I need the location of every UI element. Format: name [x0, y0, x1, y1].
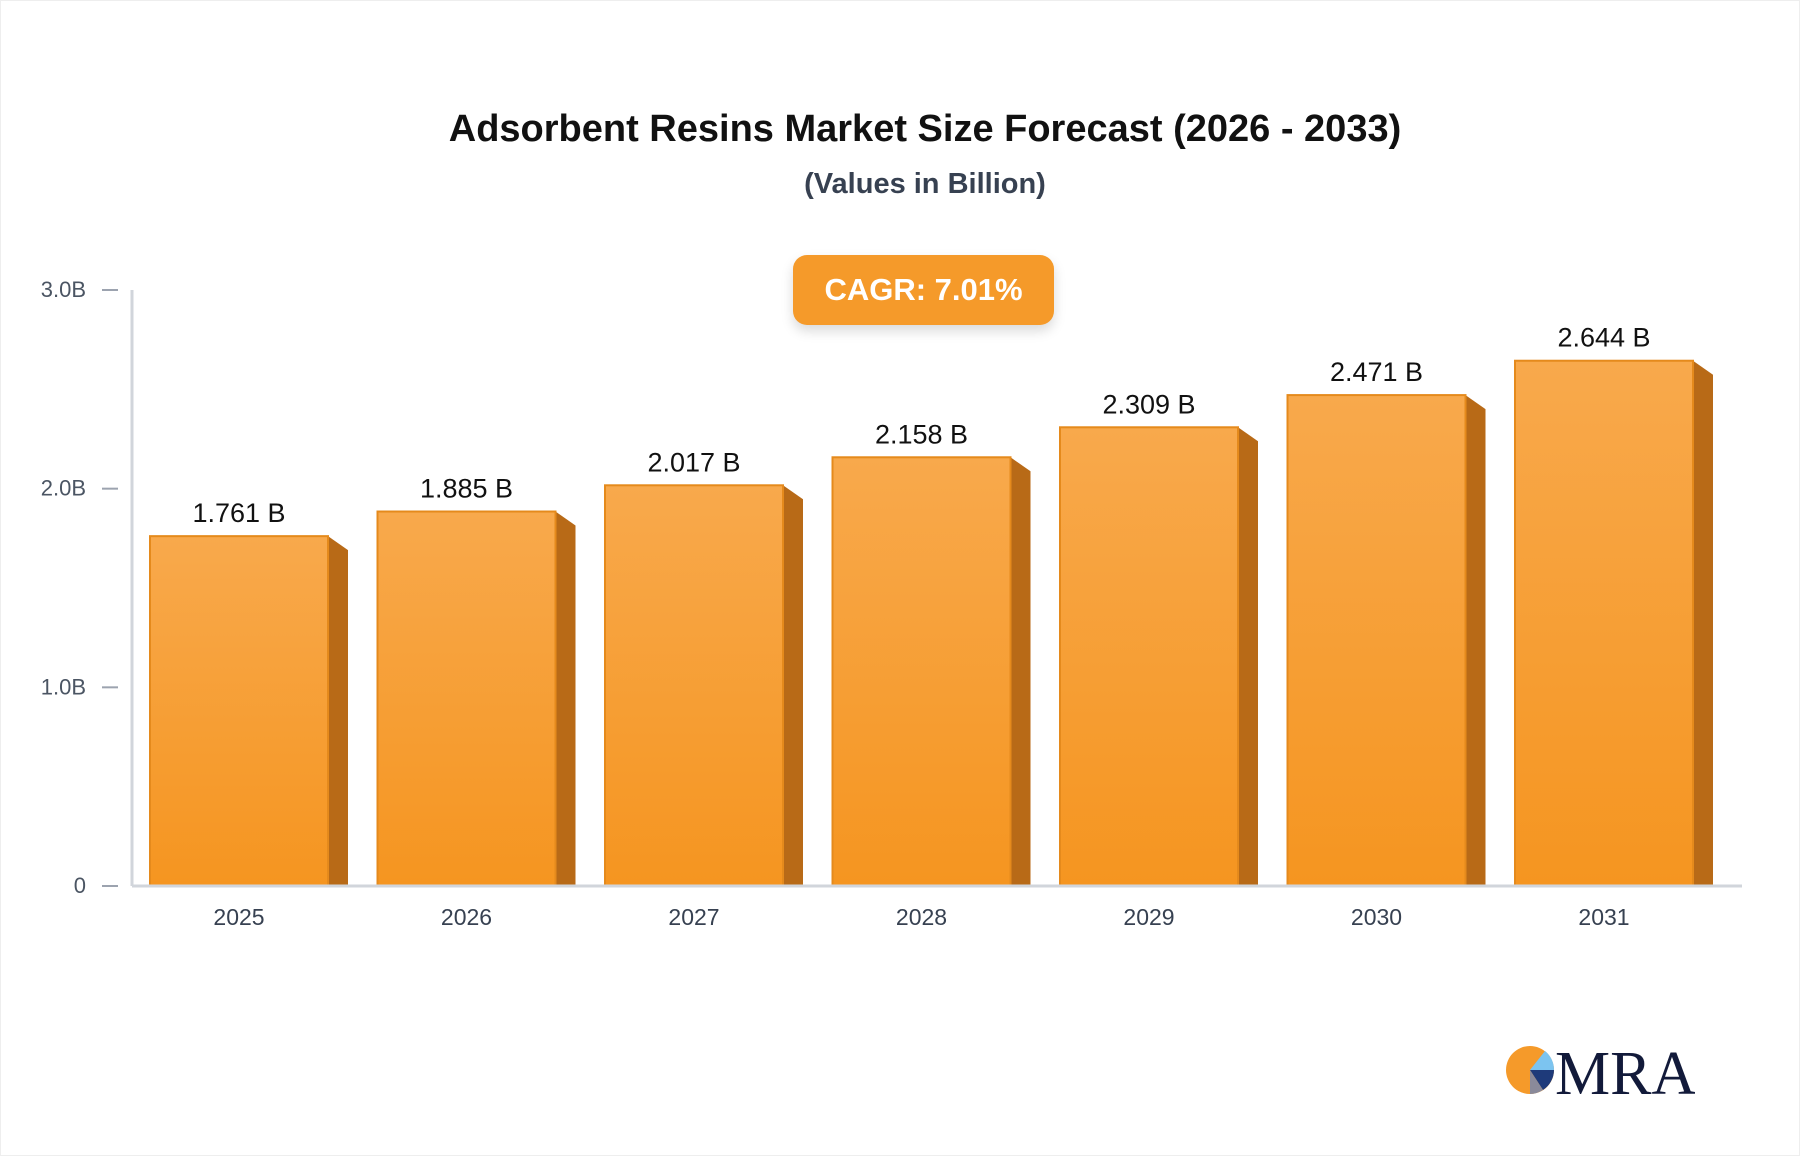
bar — [604, 484, 784, 887]
chart-title: Adsorbent Resins Market Size Forecast (2… — [448, 108, 1402, 150]
bar — [1514, 359, 1694, 887]
svg-text:MRA: MRA — [1555, 1040, 1695, 1100]
bar-side — [328, 536, 348, 886]
x-tick-label: 2031 — [1578, 904, 1629, 930]
data-label: 2.309 B — [1102, 389, 1195, 419]
chart-subtitle: (Values in Billion) — [804, 168, 1046, 200]
data-label: 2.017 B — [647, 447, 740, 477]
data-label: 1.761 B — [192, 498, 285, 528]
y-tick-label: 2.0B — [41, 476, 86, 501]
y-tick-label: 3.0B — [41, 277, 86, 302]
x-tick-label: 2027 — [668, 904, 719, 930]
data-label: 2.471 B — [1330, 357, 1423, 387]
x-tick-label: 2029 — [1123, 904, 1174, 930]
x-tick-label: 2030 — [1351, 904, 1402, 930]
bar — [1286, 394, 1467, 887]
bar-side — [1238, 427, 1258, 886]
bar-side — [1010, 457, 1031, 886]
bar — [1059, 426, 1239, 887]
x-tick-label: 2025 — [213, 904, 264, 930]
data-label: 2.158 B — [875, 419, 968, 449]
data-label: 1.885 B — [420, 474, 513, 504]
data-label: 2.644 B — [1557, 323, 1650, 353]
mra-logo: MRA — [1505, 1040, 1695, 1100]
bar-side — [783, 485, 803, 886]
bar — [831, 456, 1012, 887]
y-tick-label: 0 — [74, 873, 86, 898]
x-tick-label: 2026 — [441, 904, 492, 930]
bar — [376, 510, 557, 887]
bar-side — [1465, 395, 1486, 886]
x-tick-label: 2028 — [896, 904, 947, 930]
y-tick-label: 1.0B — [41, 674, 86, 699]
cagr-badge: CAGR: 7.01% — [793, 255, 1054, 325]
bar-side — [1693, 360, 1713, 886]
bar-side — [555, 511, 576, 886]
bar — [149, 535, 329, 887]
